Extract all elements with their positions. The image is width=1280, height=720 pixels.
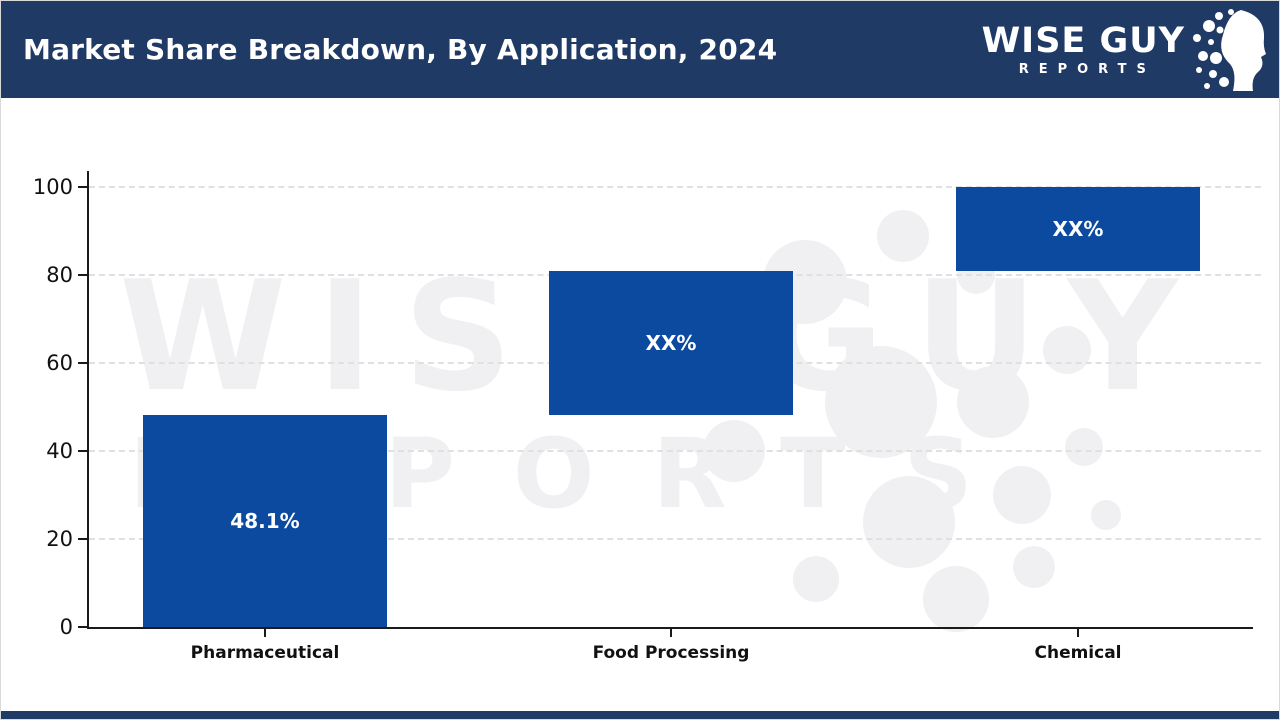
logo-wordmark: WISE GUY: [981, 20, 1185, 61]
watermark-dot: [863, 476, 955, 568]
bar-value-label: XX%: [1052, 216, 1104, 241]
watermark-dot: [793, 556, 839, 602]
bar-segment: XX%: [956, 187, 1200, 271]
x-axis-line: [87, 627, 1253, 629]
watermark-dot: [1043, 326, 1091, 374]
watermark-dot: [1065, 428, 1103, 466]
page-title: Market Share Breakdown, By Application, …: [23, 33, 778, 66]
wiseguy-logo-text: WISE GUY REPORTS: [981, 20, 1185, 77]
y-axis-line: [87, 171, 89, 629]
bar-value-label: 48.1%: [230, 509, 300, 534]
watermark-dot: [957, 366, 1029, 438]
logo-subtext: REPORTS: [1018, 61, 1156, 77]
y-axis-tick-label: 80: [46, 263, 73, 287]
watermark-dot: [923, 566, 989, 632]
y-gridline: [89, 450, 1261, 452]
y-axis-tick-label: 0: [59, 615, 73, 639]
y-axis-tick: [78, 362, 87, 364]
y-gridline: [89, 538, 1261, 540]
y-axis-tick-label: 60: [46, 351, 73, 375]
y-axis-tick-label: 40: [46, 439, 73, 463]
wiseguy-logo: WISE GUY REPORTS: [982, 1, 1269, 98]
y-axis-tick: [78, 538, 87, 540]
x-axis-tick: [670, 629, 672, 637]
x-axis-tick: [264, 629, 266, 637]
y-axis-tick: [78, 274, 87, 276]
y-axis-tick: [78, 450, 87, 452]
y-gridline: [89, 186, 1261, 188]
bar-segment: XX%: [549, 270, 793, 416]
x-axis-tick-label: Pharmaceutical: [190, 643, 340, 663]
footer-bar: [1, 711, 1279, 719]
y-axis-tick: [78, 626, 87, 628]
bar-segment: 48.1%: [143, 415, 387, 627]
y-axis-tick: [78, 186, 87, 188]
bar-value-label: XX%: [645, 330, 697, 355]
chart-area: WISE GUY REPORTS 0 20 40 60 80 100 Pharmaceuti…: [1, 98, 1279, 713]
watermark-dot: [825, 346, 937, 458]
y-axis-tick-label: 20: [46, 527, 73, 551]
x-axis-tick-label: Food Processing: [592, 643, 750, 663]
watermark-dot: [1013, 546, 1055, 588]
header-bar: Market Share Breakdown, By Application, …: [1, 1, 1279, 98]
watermark-dot: [993, 466, 1051, 524]
x-axis-tick: [1077, 629, 1079, 637]
wiseguy-face-icon: [1193, 8, 1266, 91]
watermark-dot: [877, 210, 929, 262]
y-axis-tick-label: 100: [32, 175, 73, 199]
watermark-dot: [1091, 500, 1121, 530]
x-axis-tick-label: Chemical: [1034, 643, 1122, 663]
